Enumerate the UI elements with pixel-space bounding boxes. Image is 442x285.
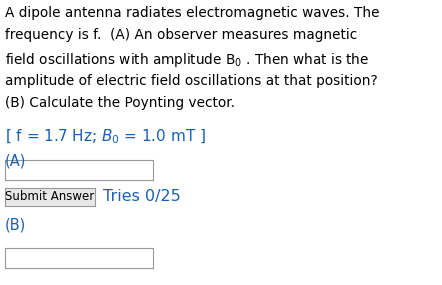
Text: (B) Calculate the Poynting vector.: (B) Calculate the Poynting vector. xyxy=(5,96,235,110)
Text: Tries 0/25: Tries 0/25 xyxy=(103,190,181,205)
Text: amplitude of electric field oscillations at that position?: amplitude of electric field oscillations… xyxy=(5,74,378,87)
Text: (A): (A) xyxy=(5,154,27,169)
Text: A dipole antenna radiates electromagnetic waves. The: A dipole antenna radiates electromagneti… xyxy=(5,6,380,20)
Text: [ f = 1.7 Hz; $\mathit{B}_0$ = 1.0 mT ]: [ f = 1.7 Hz; $\mathit{B}_0$ = 1.0 mT ] xyxy=(5,128,206,146)
Text: field oscillations with amplitude B$_0$ . Then what is the: field oscillations with amplitude B$_0$ … xyxy=(5,51,369,69)
Text: frequency is f.  (A) An observer measures magnetic: frequency is f. (A) An observer measures… xyxy=(5,28,357,42)
Text: Submit Answer: Submit Answer xyxy=(5,190,95,203)
Text: (B): (B) xyxy=(5,218,26,233)
